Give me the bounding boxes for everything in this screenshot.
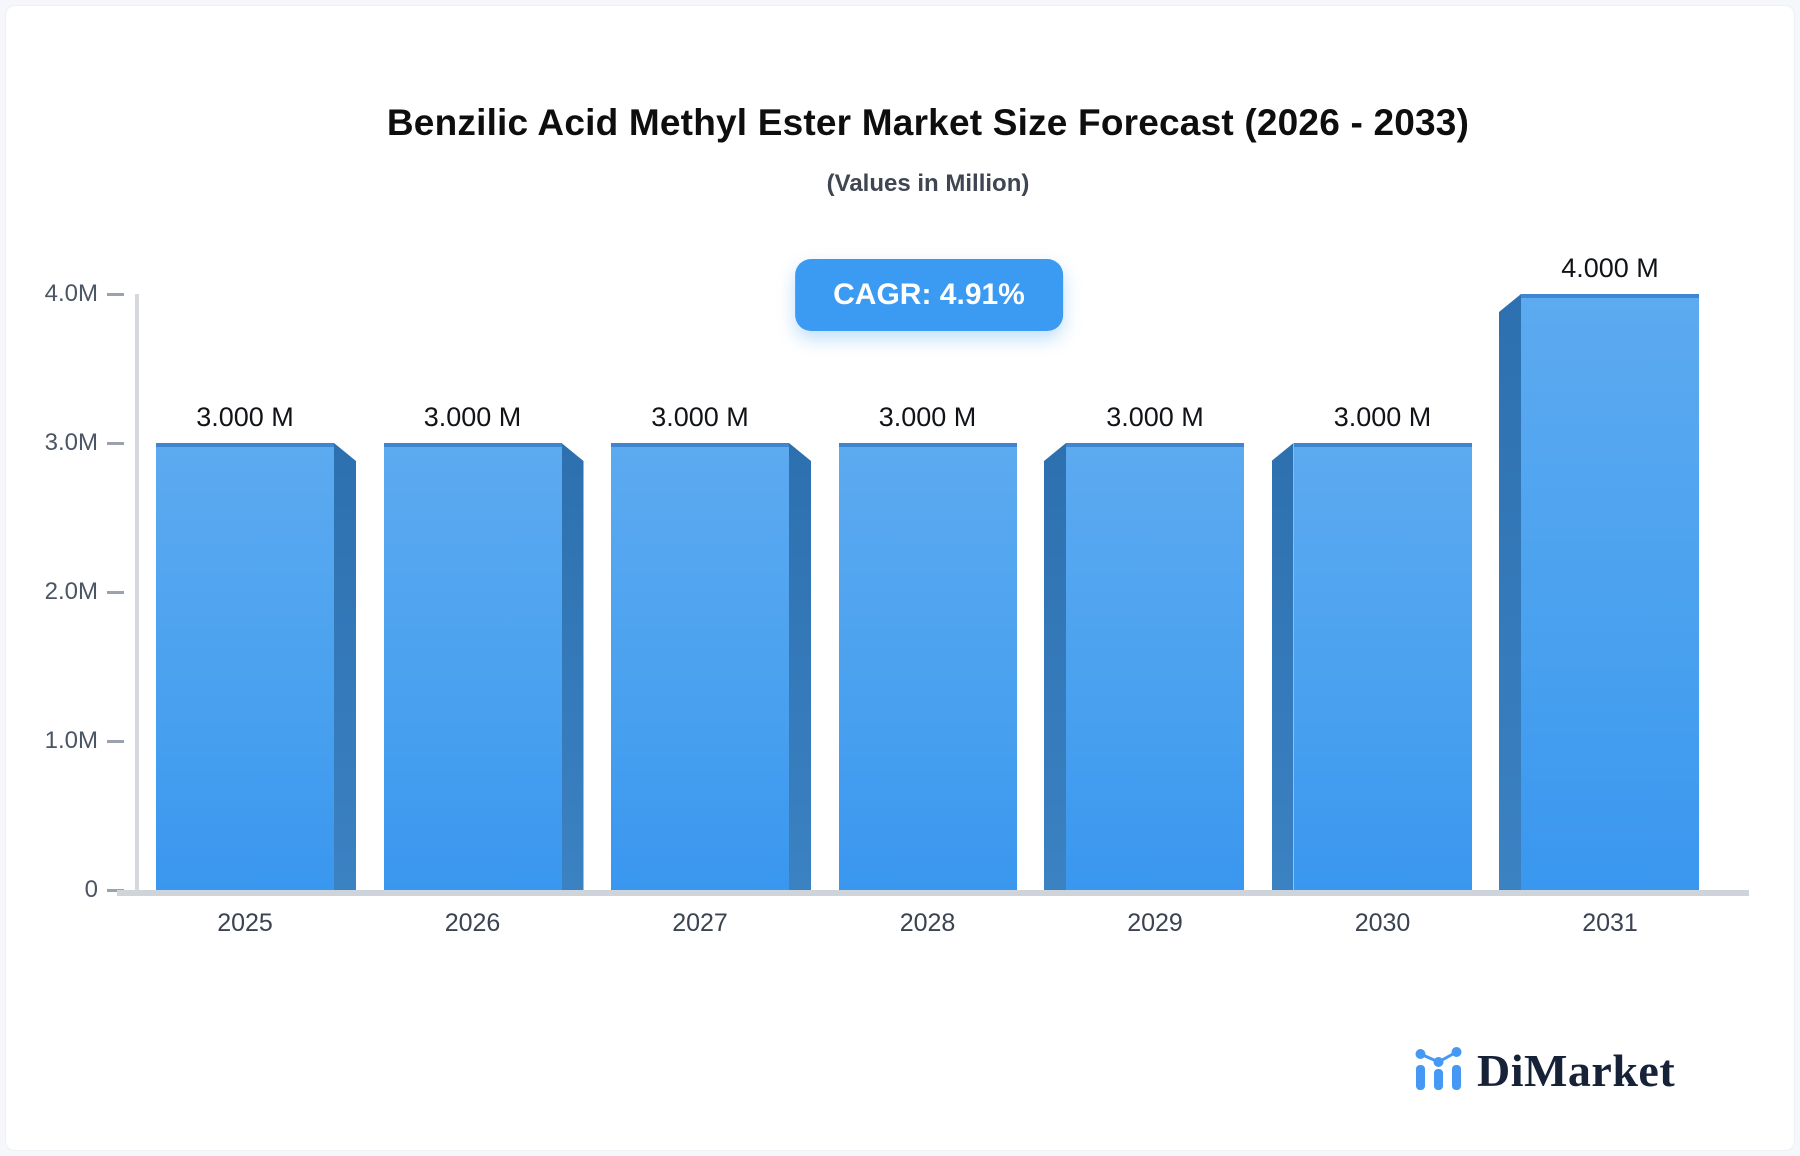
x-axis-label: 2031 <box>1582 909 1638 937</box>
x-axis-label: 2028 <box>899 909 956 937</box>
bar-2029 <box>1066 443 1244 890</box>
bar-value-label: 3.000 M <box>423 402 522 432</box>
logo-text: DiMarket <box>1477 1045 1676 1096</box>
bar-value-label: 3.000 M <box>878 402 977 432</box>
x-axis-label: 2026 <box>444 909 501 937</box>
y-axis-line <box>135 294 139 892</box>
bar-side-2027 <box>789 443 811 890</box>
bar-value-label: 4.000 M <box>1561 253 1659 283</box>
x-axis-label: 2027 <box>672 909 728 937</box>
bar-chart-logo-icon <box>1415 1047 1462 1090</box>
y-axis-tick <box>107 590 124 594</box>
x-axis-label: 2030 <box>1354 909 1411 937</box>
y-axis-tick-label: 0 <box>84 876 98 903</box>
bar-value-label: 3.000 M <box>651 402 749 432</box>
bar-2028 <box>838 443 1017 890</box>
y-axis-tick <box>107 739 124 743</box>
chart-card: Benzilic Acid Methyl Ester Market Size F… <box>5 5 1795 1151</box>
cagr-badge: CAGR: 4.91% <box>795 259 1063 331</box>
dimarket-logo: DiMarket <box>1414 1044 1675 1098</box>
y-axis-tick <box>107 441 124 445</box>
x-axis-label: 2025 <box>217 909 273 937</box>
y-axis-tick-label: 2.0M <box>44 578 98 605</box>
y-axis-tick-label: 1.0M <box>44 727 98 754</box>
y-axis-tick <box>107 888 124 892</box>
bar-side-2030 <box>1271 443 1294 890</box>
y-axis-tick <box>107 292 124 296</box>
bar-value-label: 3.000 M <box>1106 402 1204 432</box>
bar-value-label: 3.000 M <box>196 402 294 432</box>
chart-title: Benzilic Acid Methyl Ester Market Size F… <box>386 102 1470 143</box>
bar-side-2026 <box>561 443 584 890</box>
bar-side-2031 <box>1499 294 1521 890</box>
bar-2026 <box>383 443 562 890</box>
bar-side-2025 <box>334 443 356 890</box>
y-axis-tick-label: 3.0M <box>44 429 98 456</box>
y-axis-tick-label: 4.0M <box>44 280 98 307</box>
chart-subtitle: (Values in Million) <box>826 170 1030 197</box>
bar-side-2029 <box>1044 443 1066 890</box>
x-axis-line <box>117 890 1749 896</box>
bar-2031 <box>1521 294 1699 890</box>
x-axis-label: 2029 <box>1127 909 1183 937</box>
bar-2025 <box>156 443 334 890</box>
bar-value-label: 3.000 M <box>1333 402 1432 432</box>
bar-2027 <box>611 443 789 890</box>
bar-2030 <box>1293 443 1472 890</box>
